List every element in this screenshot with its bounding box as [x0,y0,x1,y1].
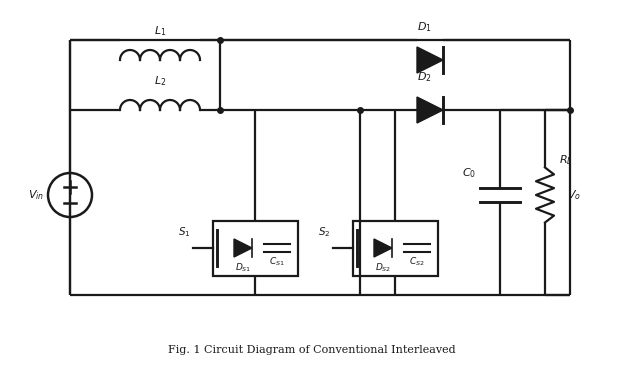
Text: Fig. 1 Circuit Diagram of Conventional Interleaved: Fig. 1 Circuit Diagram of Conventional I… [168,345,456,355]
Text: $D_{S1}$: $D_{S1}$ [235,261,251,273]
Text: $S_2$: $S_2$ [318,225,331,239]
Text: $V_o$: $V_o$ [567,188,581,202]
Text: $C_{S1}$: $C_{S1}$ [269,256,285,269]
Text: $D_1$: $D_1$ [417,20,431,34]
Bar [213,221,298,276]
Polygon shape [234,239,252,257]
Polygon shape [417,47,443,73]
Text: $C_{S2}$: $C_{S2}$ [409,256,425,269]
Bar [353,221,437,276]
Text: $R_L$: $R_L$ [559,153,573,167]
Text: $S_1$: $S_1$ [178,225,190,239]
Polygon shape [417,97,443,123]
Polygon shape [374,239,392,257]
Text: $D_{S2}$: $D_{S2}$ [375,261,391,273]
Text: $L_1$: $L_1$ [154,24,166,38]
Text: $C_0$: $C_0$ [462,166,476,180]
Text: $D_2$: $D_2$ [417,70,431,84]
Text: $L_2$: $L_2$ [154,74,166,88]
Text: $V_{in}$: $V_{in}$ [28,188,44,202]
